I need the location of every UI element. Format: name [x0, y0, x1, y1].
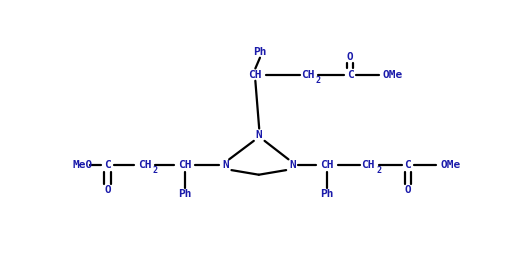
Text: Ph: Ph	[253, 47, 267, 56]
Text: N: N	[256, 130, 263, 140]
Text: N: N	[222, 161, 229, 171]
Text: CH: CH	[301, 70, 314, 80]
Text: O: O	[404, 185, 411, 195]
Text: CH: CH	[361, 161, 375, 171]
Text: O: O	[104, 185, 111, 195]
Text: OMe: OMe	[440, 161, 460, 171]
Text: Ph: Ph	[320, 189, 334, 199]
Text: C: C	[346, 70, 354, 80]
Text: 2: 2	[376, 167, 381, 175]
Text: OMe: OMe	[382, 70, 403, 80]
Text: 2: 2	[153, 167, 158, 175]
Text: CH: CH	[248, 70, 262, 80]
Text: C: C	[104, 161, 111, 171]
Text: MeO: MeO	[73, 161, 93, 171]
Text: C: C	[404, 161, 411, 171]
Text: O: O	[346, 52, 354, 62]
Text: Ph: Ph	[178, 189, 191, 199]
Text: CH: CH	[137, 161, 151, 171]
Text: N: N	[289, 161, 296, 171]
Text: CH: CH	[178, 161, 191, 171]
Text: 2: 2	[316, 76, 321, 84]
Text: CH: CH	[320, 161, 334, 171]
